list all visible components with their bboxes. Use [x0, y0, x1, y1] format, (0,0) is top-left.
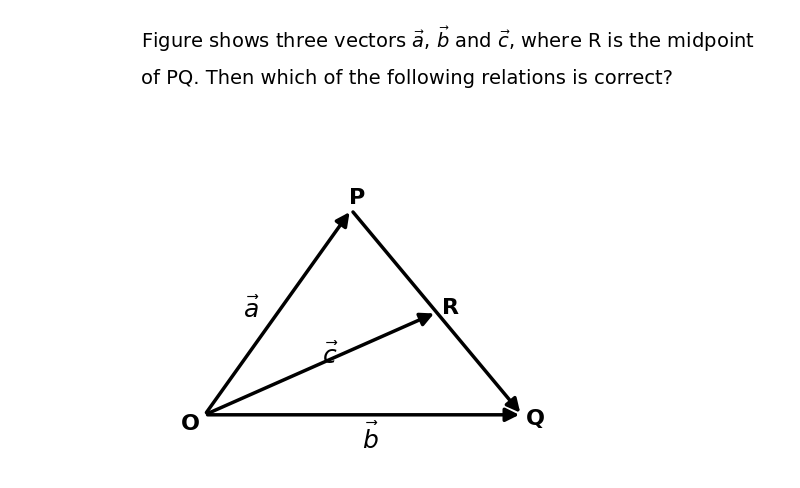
Text: of PQ. Then which of the following relations is correct?: of PQ. Then which of the following relat… [142, 69, 674, 87]
Text: Figure shows three vectors $\vec{a}$, $\vec{b}$ and $\vec{c}$, where R is the mi: Figure shows three vectors $\vec{a}$, $\… [142, 24, 755, 54]
Text: Q: Q [526, 409, 545, 428]
Text: P: P [349, 188, 365, 207]
Text: O: O [181, 414, 200, 433]
Text: $\vec{a}$: $\vec{a}$ [242, 297, 260, 323]
Text: $\vec{b}$: $\vec{b}$ [362, 423, 379, 454]
Text: R: R [442, 299, 458, 318]
Text: $\vec{c}$: $\vec{c}$ [322, 343, 338, 369]
